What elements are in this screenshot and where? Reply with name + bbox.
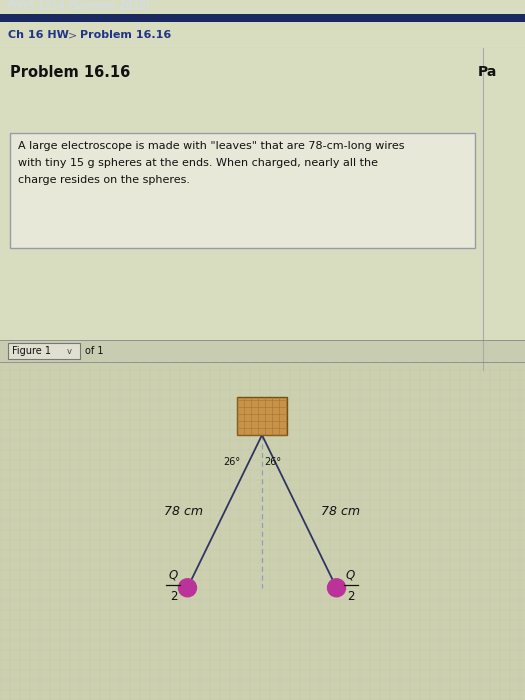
Text: 26°: 26° [264, 457, 281, 467]
Text: A large electroscope is made with "leaves" that are 78-cm-long wires: A large electroscope is made with "leave… [18, 141, 404, 151]
Text: PHYS 1214 (Summer 2015): PHYS 1214 (Summer 2015) [8, 1, 150, 11]
Bar [237, 397, 287, 435]
Text: Q: Q [346, 569, 355, 582]
Bar [0, 14, 525, 22]
Text: 2: 2 [347, 590, 354, 603]
Text: 26°: 26° [223, 457, 240, 467]
Text: Problem 16.16: Problem 16.16 [10, 65, 130, 80]
Text: Pa: Pa [478, 65, 497, 79]
Circle shape [178, 579, 196, 597]
Text: 2: 2 [170, 590, 177, 603]
Text: v: v [67, 346, 72, 356]
FancyBboxPatch shape [8, 343, 80, 359]
Text: with tiny 15 g spheres at the ends. When charged, nearly all the: with tiny 15 g spheres at the ends. When… [18, 158, 378, 168]
Text: 78 cm: 78 cm [164, 505, 203, 518]
Text: 78 cm: 78 cm [321, 505, 360, 518]
FancyBboxPatch shape [10, 133, 475, 248]
Bar [0, 48, 525, 370]
Bar [0, 340, 525, 362]
Bar [0, 362, 525, 700]
Text: of 1: of 1 [85, 346, 103, 356]
Text: Ch 16 HW: Ch 16 HW [8, 30, 69, 40]
Text: Figure 1: Figure 1 [12, 346, 51, 356]
Text: Q: Q [169, 569, 178, 582]
Text: charge resides on the spheres.: charge resides on the spheres. [18, 175, 190, 185]
Text: Problem 16.16: Problem 16.16 [80, 30, 171, 40]
Text: >: > [68, 30, 77, 40]
Circle shape [328, 579, 345, 597]
